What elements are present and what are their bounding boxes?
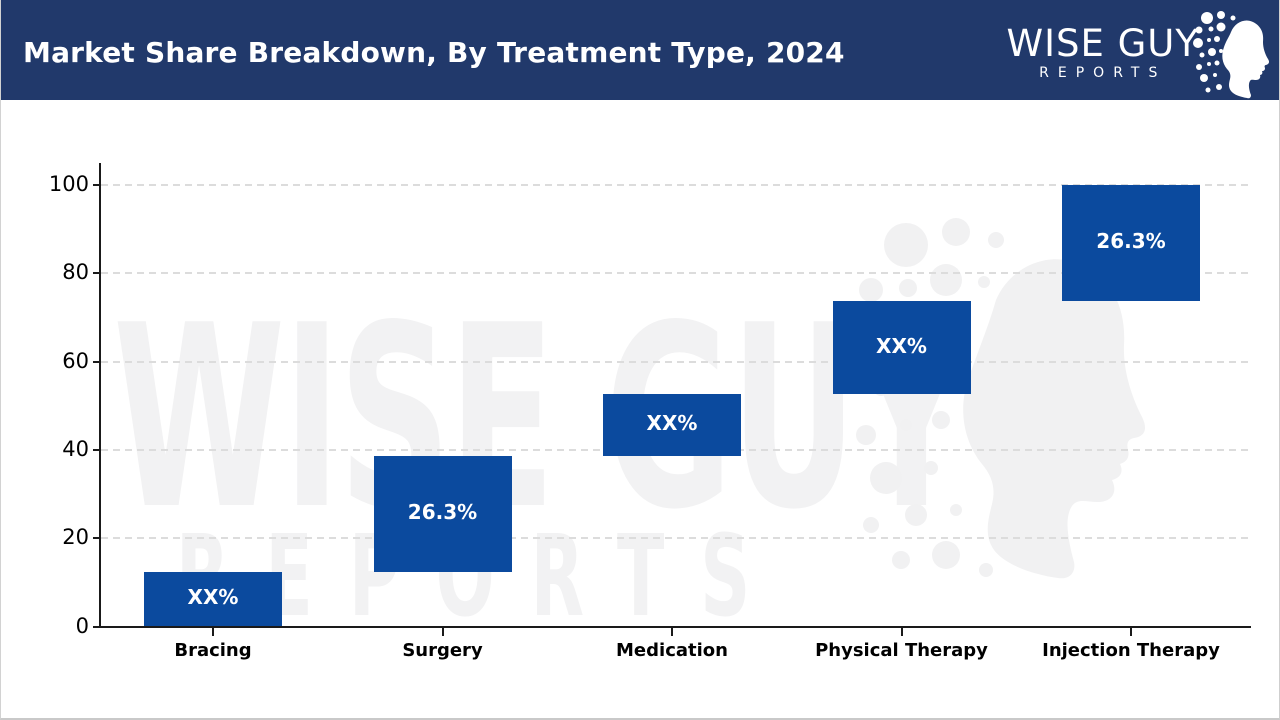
x-tick-label: Surgery [402,640,483,661]
y-tick-0 [93,625,100,628]
x-tick-label: Injection Therapy [1042,640,1220,661]
x-tick-1 [441,628,444,636]
brand-logo: WISE GUY REPORTS [1007,8,1270,99]
bar-injection-therapy [1062,185,1200,302]
bar-bracing [144,571,282,627]
gridline-60 [101,360,1251,363]
brand-head-icon [1193,11,1270,99]
x-tick-3 [900,628,903,636]
bar-value-label: XX% [187,585,239,610]
brand-logo-text: WISE GUY REPORTS [1007,22,1199,81]
bar-physical-therapy [832,301,971,395]
header-bar: Market Share Breakdown, By Treatment Typ… [1,0,1279,100]
y-tick-label-0: 0 [75,613,89,638]
bar-surgery [373,455,512,572]
x-tick-label: Bracing [174,640,252,661]
bar-value-label: 26.3% [1096,229,1166,254]
bar-value-label: XX% [646,410,698,435]
y-tick-label-40: 40 [62,436,89,461]
x-tick-2 [671,628,673,636]
x-tick-label: Medication [616,640,728,661]
gridline-20 [101,537,1251,540]
bar-value-label: XX% [876,333,927,358]
y-tick-label-20: 20 [62,525,89,550]
y-tick-label-100: 100 [48,172,89,196]
brand-subname: REPORTS [1039,65,1167,81]
chart-title: Market Share Breakdown, By Treatment Typ… [23,36,845,69]
y-tick-100 [93,184,100,186]
bar-medication [603,394,741,456]
x-axis-line [99,626,1251,628]
y-tick-20 [93,537,100,540]
y-tick-label-80: 80 [62,260,89,285]
x-tick-label: Physical Therapy [815,640,988,661]
brand-name: WISE GUY [1006,22,1199,65]
y-tick-40 [93,448,100,451]
y-tick-60 [93,360,100,363]
gridline-80 [101,272,1251,275]
chart-area: 0 20 40 60 80 100 XX% Bracing 26.3% Surgery XX% Med… [1,100,1279,718]
gridline-100 [101,184,1251,186]
y-tick-label-60: 60 [62,348,89,373]
x-tick-0 [212,628,214,636]
x-tick-4 [1130,628,1132,636]
y-tick-80 [93,272,100,275]
y-axis-line [99,163,101,628]
bar-value-label: 26.3% [407,499,478,524]
